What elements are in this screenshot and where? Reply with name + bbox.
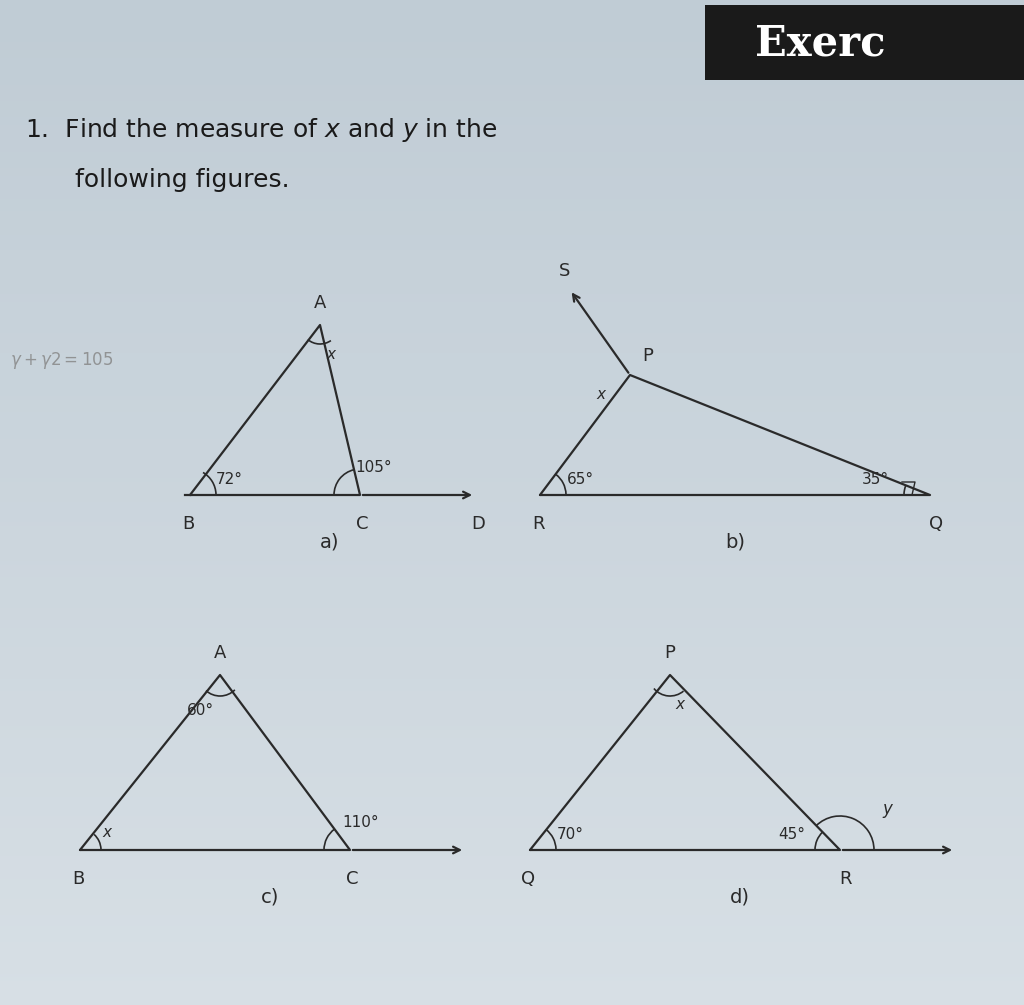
FancyBboxPatch shape	[705, 5, 1024, 80]
Text: A: A	[214, 644, 226, 662]
Text: $y$: $y$	[882, 802, 894, 820]
Text: R: R	[839, 870, 851, 888]
Text: 110°: 110°	[342, 815, 379, 830]
Text: Q: Q	[929, 515, 943, 533]
Text: P: P	[665, 644, 676, 662]
Text: Q: Q	[521, 870, 536, 888]
Text: 65°: 65°	[567, 472, 594, 487]
Text: S: S	[559, 262, 570, 280]
Text: $x$: $x$	[326, 347, 338, 362]
Text: C: C	[346, 870, 358, 888]
Text: a): a)	[321, 532, 340, 551]
Text: 60°: 60°	[186, 704, 214, 718]
Text: $x$: $x$	[102, 825, 114, 840]
Text: $\gamma + \gamma 2 = 105$: $\gamma + \gamma 2 = 105$	[10, 350, 114, 371]
Text: C: C	[355, 515, 369, 533]
Text: 45°: 45°	[778, 827, 805, 842]
Text: R: R	[531, 515, 544, 533]
Text: c): c)	[261, 887, 280, 906]
Text: 1.  Find the measure of $x$ and $y$ in the: 1. Find the measure of $x$ and $y$ in th…	[25, 116, 497, 144]
Text: D: D	[471, 515, 485, 533]
Text: 72°: 72°	[216, 472, 243, 487]
Text: B: B	[182, 515, 195, 533]
Text: A: A	[313, 294, 327, 312]
Text: 35°: 35°	[862, 472, 889, 487]
Text: P: P	[642, 347, 653, 365]
Text: 105°: 105°	[355, 460, 391, 475]
Text: Exerc: Exerc	[755, 22, 886, 64]
Text: 70°: 70°	[557, 827, 584, 842]
Text: d): d)	[730, 887, 750, 906]
Text: b): b)	[725, 532, 745, 551]
Text: following figures.: following figures.	[75, 168, 290, 192]
Text: $x$: $x$	[675, 697, 686, 712]
Text: $x$: $x$	[596, 387, 608, 402]
Text: B: B	[72, 870, 84, 888]
